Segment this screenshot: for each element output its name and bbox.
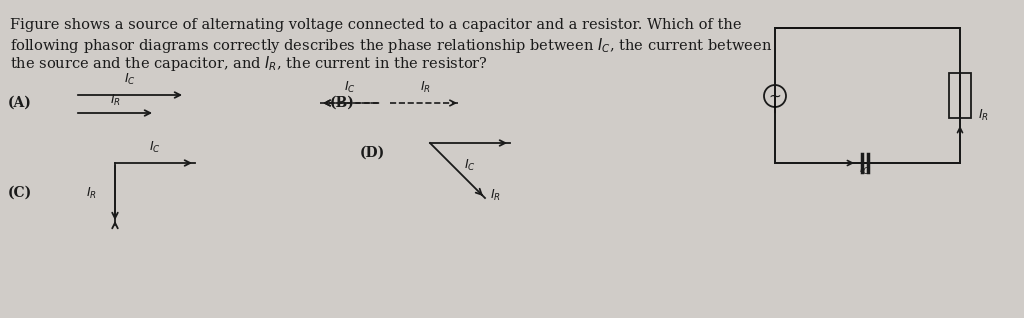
Text: $I_R$: $I_R$ — [978, 108, 989, 123]
Text: $I_R$: $I_R$ — [86, 185, 97, 201]
Text: $I_R$: $I_R$ — [490, 188, 501, 203]
Bar — [949, 73, 971, 118]
Text: $I_C$: $I_C$ — [859, 162, 870, 177]
Circle shape — [764, 85, 786, 107]
Text: (D): (D) — [360, 146, 385, 160]
Text: Figure shows a source of alternating voltage connected to a capacitor and a resi: Figure shows a source of alternating vol… — [10, 18, 741, 32]
Text: (A): (A) — [8, 96, 32, 110]
Text: following phasor diagrams correctly describes the phase relationship between $I_: following phasor diagrams correctly desc… — [10, 36, 772, 55]
Text: $I_C$: $I_C$ — [124, 72, 136, 87]
Text: ~: ~ — [769, 88, 781, 103]
Text: (C): (C) — [8, 186, 32, 200]
Text: $I_R$: $I_R$ — [420, 80, 430, 95]
Text: $I_R$: $I_R$ — [110, 93, 121, 108]
Text: $I_C$: $I_C$ — [150, 140, 161, 155]
Text: $I_C$: $I_C$ — [464, 158, 476, 173]
Text: $I_C$: $I_C$ — [344, 80, 356, 95]
Text: (B): (B) — [330, 96, 355, 110]
Text: the source and the capacitor, and $I_R$, the current in the resistor?: the source and the capacitor, and $I_R$,… — [10, 54, 487, 73]
